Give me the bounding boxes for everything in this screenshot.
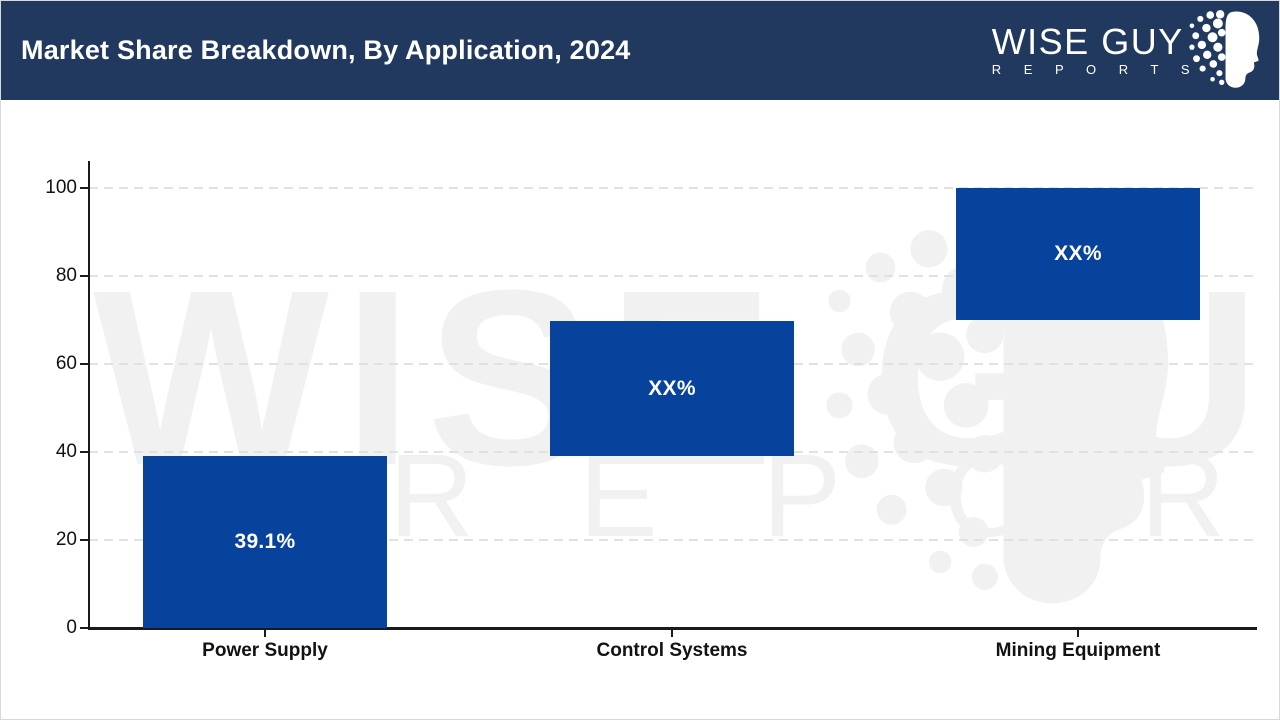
y-tick-label: 0 xyxy=(66,617,77,638)
header-bar: Market Share Breakdown, By Application, … xyxy=(1,1,1279,100)
y-tick-label: 100 xyxy=(45,177,77,198)
y-tick-label: 80 xyxy=(55,265,77,286)
x-category-label: Mining Equipment xyxy=(995,640,1161,661)
y-tick-label: 20 xyxy=(55,529,77,550)
logo-subtitle: R E P O R T S xyxy=(991,62,1199,77)
gridline xyxy=(89,187,1257,189)
y-axis-line xyxy=(88,161,90,630)
x-category-label: Power Supply xyxy=(202,640,328,661)
bar-value-label: 39.1% xyxy=(234,529,296,553)
y-tick-mark xyxy=(80,627,89,629)
x-category-label: Control Systems xyxy=(596,640,748,661)
y-tick-mark xyxy=(80,275,89,277)
bar-mining-equipment: XX% xyxy=(956,188,1200,321)
y-tick-mark xyxy=(80,363,89,365)
page-title: Market Share Breakdown, By Application, … xyxy=(21,35,631,65)
bar-value-label: XX% xyxy=(1054,242,1102,266)
wise-guy-logo: WISE GUY R E P O R T S xyxy=(992,9,1263,93)
x-axis-line xyxy=(88,627,1257,630)
y-tick-label: 60 xyxy=(55,353,77,374)
logo-wordmark: WISE GUY xyxy=(991,21,1184,62)
y-tick-mark xyxy=(80,451,89,453)
y-tick-mark xyxy=(80,187,89,189)
gridline xyxy=(89,539,1257,541)
y-tick-mark xyxy=(80,539,89,541)
logo-text: WISE GUY R E P O R T S xyxy=(991,21,1199,78)
y-tick-label: 40 xyxy=(55,441,77,462)
x-tick-mark xyxy=(264,630,266,637)
wise-guy-head-icon xyxy=(1189,9,1260,88)
bar-power-supply: 39.1% xyxy=(143,455,387,628)
bar-control-systems: XX% xyxy=(550,321,794,456)
bar-value-label: XX% xyxy=(648,376,696,400)
x-tick-mark xyxy=(1077,630,1079,637)
gridline xyxy=(89,275,1257,277)
x-tick-mark xyxy=(671,630,673,637)
